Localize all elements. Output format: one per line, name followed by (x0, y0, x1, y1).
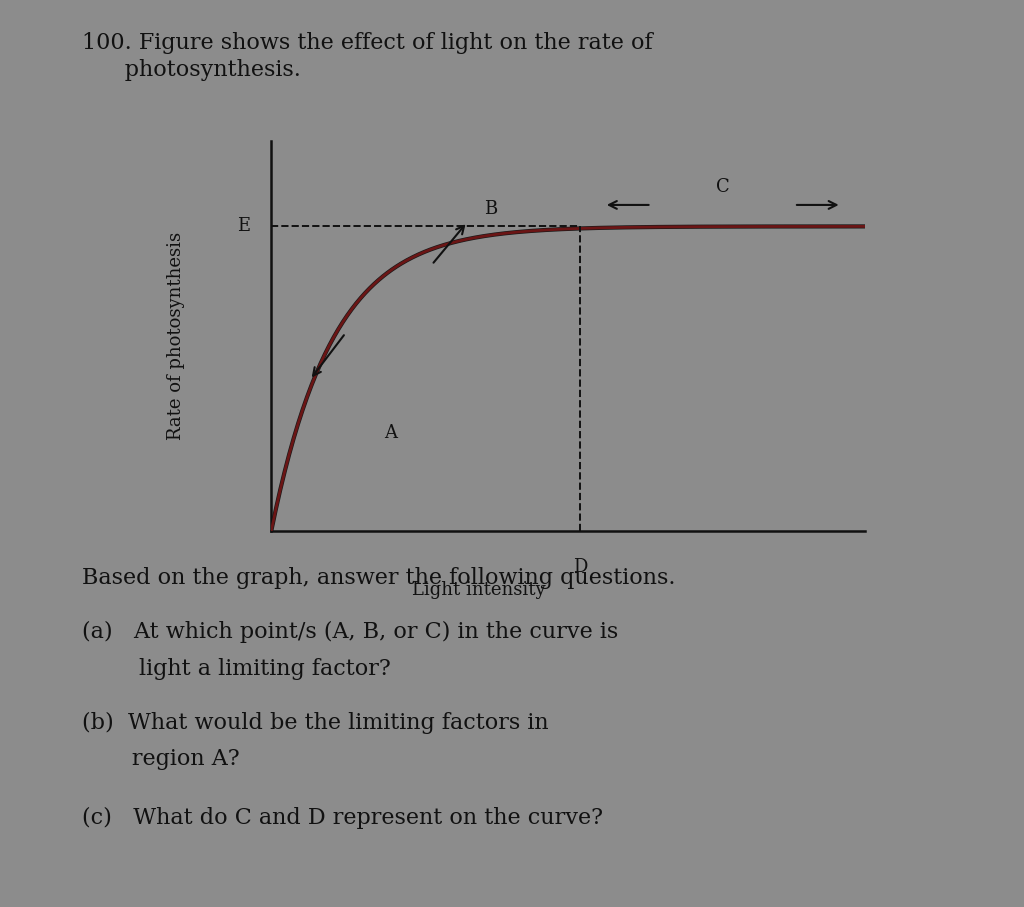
Text: Based on the graph, answer the following questions.: Based on the graph, answer the following… (82, 567, 676, 589)
Text: Rate of photosynthesis: Rate of photosynthesis (167, 231, 185, 440)
Text: (c)   What do C and D represent on the curve?: (c) What do C and D represent on the cur… (82, 807, 603, 829)
Text: 100. Figure shows the effect of light on the rate of: 100. Figure shows the effect of light on… (82, 32, 652, 54)
Text: region A?: region A? (82, 748, 240, 770)
Text: Light intensity: Light intensity (413, 581, 546, 600)
Text: light a limiting factor?: light a limiting factor? (82, 658, 391, 679)
Text: E: E (238, 218, 251, 236)
Text: (b)  What would be the limiting factors in: (b) What would be the limiting factors i… (82, 712, 549, 734)
Text: photosynthesis.: photosynthesis. (82, 59, 301, 81)
Text: B: B (484, 200, 498, 218)
Text: (a)   At which point/s (A, B, or C) in the curve is: (a) At which point/s (A, B, or C) in the… (82, 621, 618, 643)
Text: C: C (716, 179, 730, 197)
Text: D: D (573, 558, 588, 576)
Text: A: A (384, 424, 396, 442)
